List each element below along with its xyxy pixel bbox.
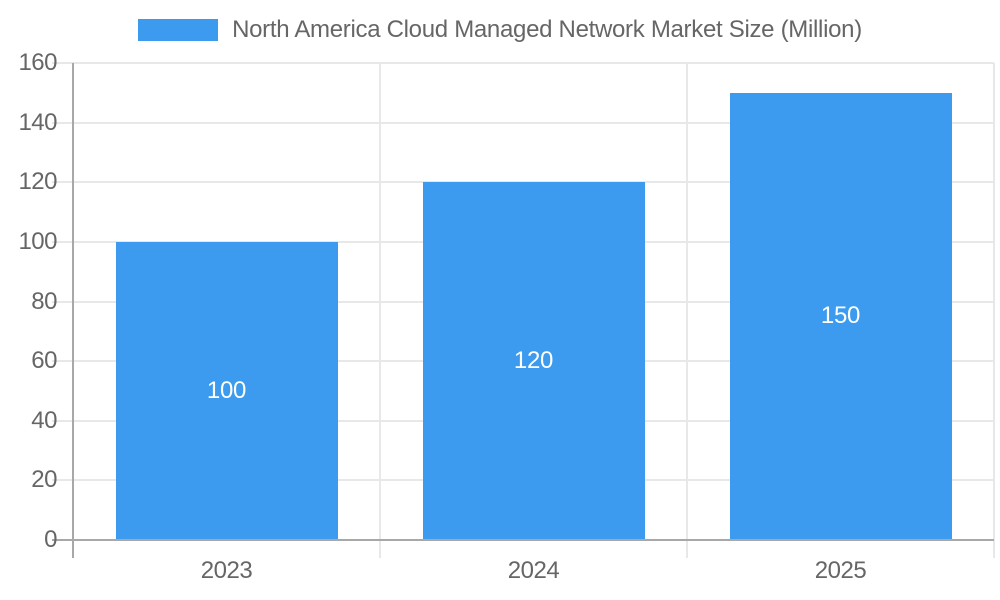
y-axis-line	[72, 63, 74, 558]
y-tick-label-60: 60	[31, 347, 57, 375]
bar-value-label: 150	[820, 302, 861, 330]
x-tick-label-2023: 2023	[200, 557, 253, 584]
y-tick-label-0: 0	[44, 526, 57, 553]
y-tick-label-140: 140	[18, 108, 57, 136]
bar-2023[interactable]: 100	[115, 241, 338, 540]
x-tick-label-2025: 2025	[814, 557, 867, 584]
bar-value-label: 100	[206, 376, 247, 404]
y-tick-label-40: 40	[31, 406, 57, 434]
gridline-x-boundary-1	[379, 63, 381, 558]
y-tick-label-100: 100	[18, 227, 57, 255]
bar-2024[interactable]: 120	[422, 182, 645, 540]
gridline-x-boundary-3	[993, 63, 995, 558]
x-tick-label-2024: 2024	[507, 557, 560, 584]
gridline-y-160	[52, 62, 994, 64]
y-tick-label-20: 20	[31, 466, 57, 494]
x-axis-line	[52, 539, 994, 541]
legend-item[interactable]: North America Cloud Managed Network Mark…	[0, 12, 1000, 48]
gridline-y-140	[52, 121, 994, 124]
legend-label: North America Cloud Managed Network Mark…	[232, 16, 862, 43]
y-tick-label-160: 160	[18, 49, 57, 76]
legend-swatch	[138, 19, 219, 41]
bar-2025[interactable]: 150	[729, 92, 952, 540]
y-tick-label-120: 120	[18, 168, 57, 196]
y-tick-label-80: 80	[31, 287, 57, 315]
bar-value-label: 120	[513, 347, 554, 375]
gridline-x-boundary-2	[686, 63, 688, 558]
plot-area: 100 120 150	[52, 62, 995, 558]
